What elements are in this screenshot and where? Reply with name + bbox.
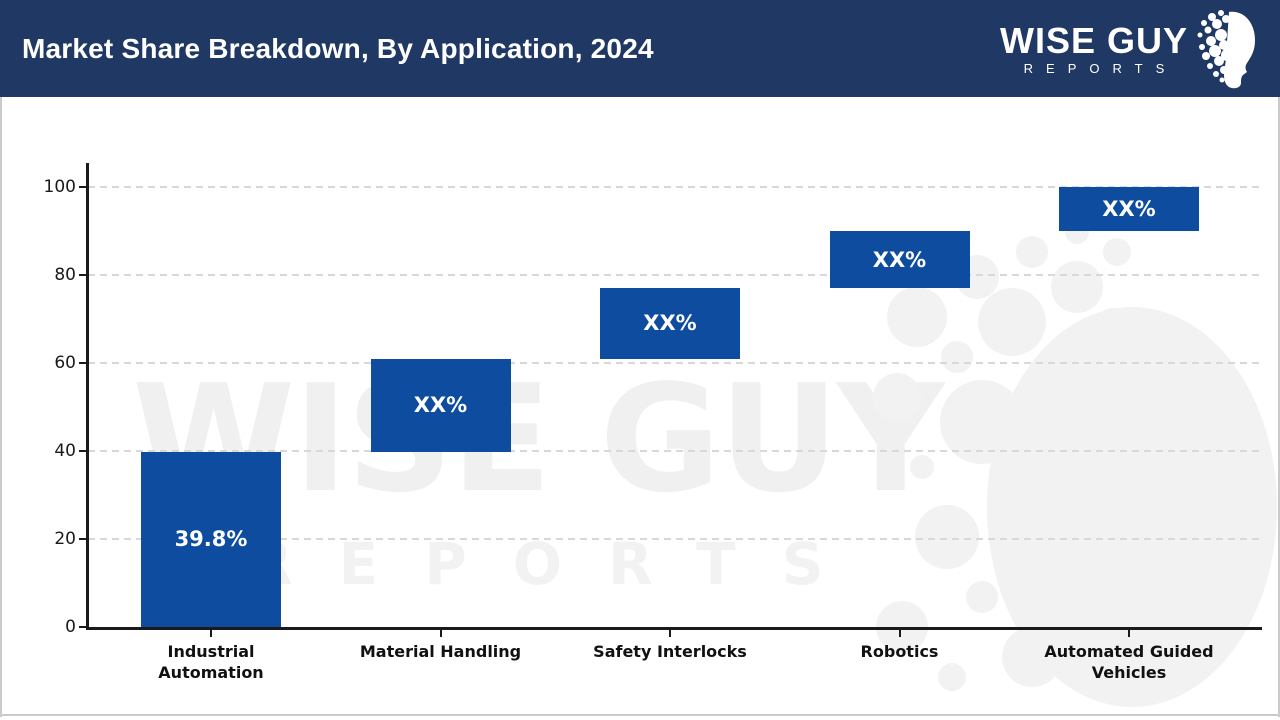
x-tick-label-industrial-automation: Industrial Automation [158, 642, 264, 683]
watermark-subtitle: REPORTS [248, 530, 870, 598]
left-border [0, 97, 2, 717]
gridline-y100 [88, 186, 1262, 188]
gridline-y60 [88, 362, 1262, 364]
x-tick-label-robotics: Robotics [860, 642, 939, 661]
watermark-face-graphic [873, 220, 1277, 707]
bar-value-label-industrial-automation: 39.8% [174, 527, 248, 552]
y-tick-40 [79, 450, 88, 452]
bar-material-handling: XX% [370, 358, 511, 452]
x-tick-label-material-handling: Material Handling [359, 642, 522, 661]
bar-automated-guided-vehicles: XX% [1059, 187, 1199, 231]
bar-value-label-material-handling: XX% [413, 393, 468, 418]
x-tick-label-automated-guided-vehicles: Automated Guided Vehicles [1044, 642, 1214, 683]
gridline-y20 [88, 538, 1262, 540]
y-tick-label-60: 60 [54, 352, 76, 373]
y-tick-20 [79, 538, 88, 540]
header-bar: Market Share Breakdown, By Application, … [0, 0, 1280, 97]
x-tick-safety-interlocks [669, 629, 671, 637]
gridline-y80 [88, 274, 1262, 276]
logo-wordmark-block: WISE GUY REPORTS [999, 19, 1188, 76]
y-tick-label-100: 100 [43, 176, 76, 197]
logo-face-icon [1197, 9, 1255, 88]
bar-safety-interlocks: XX% [600, 288, 740, 359]
x-axis-line [86, 627, 1262, 630]
bar-industrial-automation: 39.8% [141, 451, 281, 627]
y-tick-100 [79, 186, 88, 188]
y-axis-line [86, 162, 89, 629]
right-border [1278, 97, 1280, 717]
logo-wordmark: WISE GUY [999, 19, 1188, 61]
x-tick-robotics [898, 629, 901, 637]
x-tick-industrial-automation [210, 629, 212, 637]
logo-subtitle: REPORTS [1023, 60, 1178, 76]
y-tick-60 [79, 362, 88, 364]
wise-guy-logo: WISE GUY REPORTS [1000, 9, 1258, 89]
y-tick-0 [79, 626, 88, 628]
y-tick-label-40: 40 [54, 440, 76, 461]
x-tick-material-handling [439, 629, 442, 637]
y-tick-label-0: 0 [65, 616, 76, 637]
y-tick-80 [79, 274, 88, 276]
bar-robotics: XX% [829, 231, 970, 289]
bar-value-label-automated-guided-vehicles: XX% [1102, 197, 1156, 221]
y-tick-label-20: 20 [54, 528, 76, 549]
gridline-y40 [88, 450, 1262, 452]
x-tick-automated-guided-vehicles [1128, 629, 1130, 637]
x-tick-label-safety-interlocks: Safety Interlocks [593, 642, 747, 661]
chart-title: Market Share Breakdown, By Application, … [22, 32, 654, 64]
bar-value-label-safety-interlocks: XX% [643, 311, 697, 336]
bar-value-label-robotics: XX% [872, 247, 927, 272]
bottom-border [0, 714, 1280, 716]
y-tick-label-80: 80 [54, 264, 76, 285]
